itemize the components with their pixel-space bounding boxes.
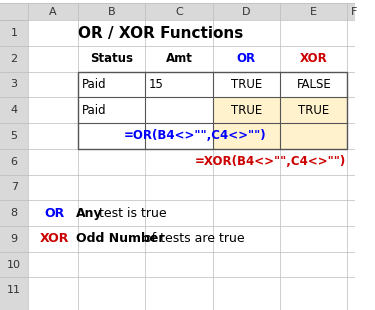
- Text: Paid: Paid: [81, 78, 106, 91]
- Text: TRUE: TRUE: [298, 104, 329, 117]
- Text: OR: OR: [45, 207, 65, 219]
- Text: XOR: XOR: [300, 52, 328, 65]
- Text: 15: 15: [149, 78, 164, 91]
- Text: TRUE: TRUE: [231, 104, 262, 117]
- Bar: [78, 72, 348, 149]
- Text: 6: 6: [10, 157, 18, 167]
- Text: FALSE: FALSE: [296, 78, 331, 91]
- Text: 1: 1: [10, 28, 18, 38]
- Text: OR / XOR Functions: OR / XOR Functions: [78, 25, 243, 41]
- Text: 7: 7: [10, 182, 18, 193]
- Bar: [280, 97, 348, 123]
- Text: =OR(B4<>"",C4<>""): =OR(B4<>"",C4<>""): [124, 130, 267, 142]
- Text: 5: 5: [10, 131, 18, 141]
- Text: =XOR(B4<>"",C4<>""): =XOR(B4<>"",C4<>""): [195, 155, 346, 168]
- Text: 8: 8: [10, 208, 18, 218]
- FancyBboxPatch shape: [0, 3, 354, 20]
- Text: test is true: test is true: [95, 207, 166, 219]
- Text: XOR: XOR: [40, 232, 70, 245]
- Text: 10: 10: [7, 259, 21, 270]
- Text: Amt: Amt: [166, 52, 192, 65]
- Text: E: E: [310, 7, 317, 17]
- Text: 3: 3: [10, 79, 18, 90]
- Text: Paid: Paid: [81, 104, 106, 117]
- Text: TRUE: TRUE: [231, 78, 262, 91]
- Text: F: F: [351, 7, 358, 17]
- Text: 4: 4: [10, 105, 18, 115]
- Text: D: D: [242, 7, 250, 17]
- Bar: [213, 97, 280, 123]
- Text: Odd Number: Odd Number: [76, 232, 165, 245]
- Text: 11: 11: [7, 285, 21, 295]
- Bar: [213, 123, 280, 149]
- FancyBboxPatch shape: [0, 20, 28, 310]
- Text: of tests are true: of tests are true: [140, 232, 244, 245]
- Text: A: A: [50, 7, 57, 17]
- Text: Status: Status: [90, 52, 133, 65]
- Text: 9: 9: [10, 234, 18, 244]
- Text: C: C: [175, 7, 183, 17]
- Bar: [280, 123, 348, 149]
- Text: OR: OR: [237, 52, 256, 65]
- Text: 2: 2: [10, 54, 18, 64]
- Text: B: B: [108, 7, 116, 17]
- Text: Any: Any: [76, 207, 103, 219]
